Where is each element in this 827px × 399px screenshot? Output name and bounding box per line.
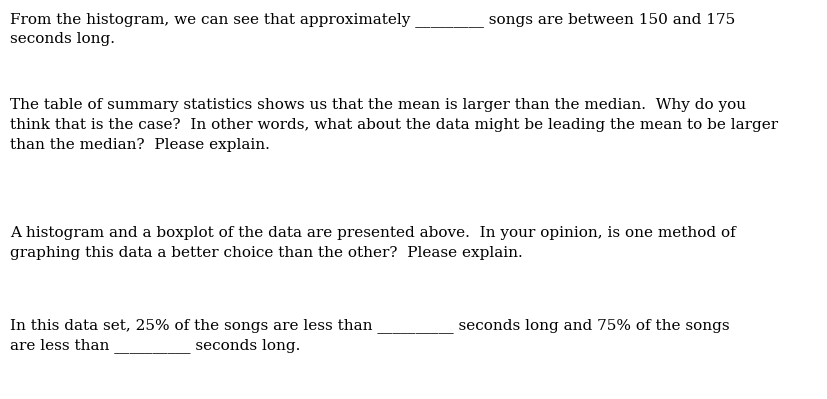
- Text: From the histogram, we can see that approximately _________ songs are between 15: From the histogram, we can see that appr…: [10, 12, 734, 27]
- Text: A histogram and a boxplot of the data are presented above.  In your opinion, is : A histogram and a boxplot of the data ar…: [10, 227, 735, 241]
- Text: think that is the case?  In other words, what about the data might be leading th: think that is the case? In other words, …: [10, 119, 777, 132]
- Text: In this data set, 25% of the songs are less than __________ seconds long and 75%: In this data set, 25% of the songs are l…: [10, 318, 729, 333]
- Text: than the median?  Please explain.: than the median? Please explain.: [10, 138, 270, 152]
- Text: are less than __________ seconds long.: are less than __________ seconds long.: [10, 338, 300, 353]
- Text: The table of summary statistics shows us that the mean is larger than the median: The table of summary statistics shows us…: [10, 99, 745, 113]
- Text: graphing this data a better choice than the other?  Please explain.: graphing this data a better choice than …: [10, 247, 522, 261]
- Text: seconds long.: seconds long.: [10, 32, 115, 47]
